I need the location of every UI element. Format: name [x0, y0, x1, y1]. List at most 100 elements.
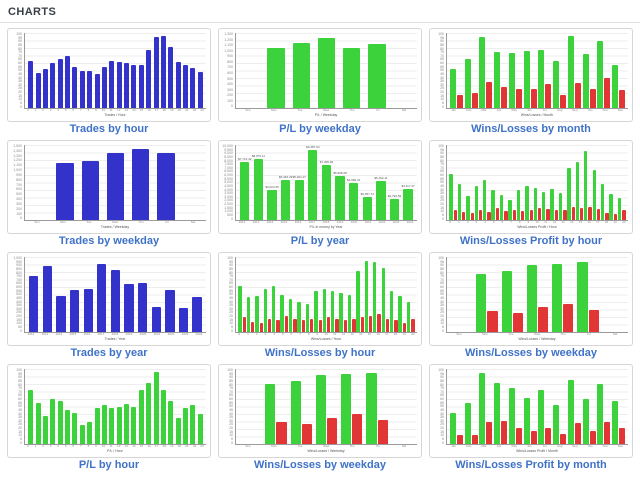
chart-caption: Trades by weekday	[58, 235, 160, 247]
x-axis-labels: 2012 2013 2014 2015 2016 2017 2018 2019 2020 2021…	[24, 333, 206, 337]
profit-bar	[376, 181, 386, 220]
bar-slot	[600, 145, 609, 220]
x-tick-label: 8	[307, 333, 310, 336]
x-tick-label: 21	[185, 445, 189, 448]
y-tick-label: 95	[229, 371, 233, 376]
x-axis-labels: 0 1 2 3 4 5 6 7 8 9 10 11 12 13 14 15 16 17 18 19 20	[446, 221, 628, 225]
y-tick-label: 75	[229, 386, 233, 391]
x-tick-label: 1	[458, 221, 460, 224]
chart-plot-pl-by-hour: 100 95 90 85 80 75 70 65 60 55 50 45 40 35 30 25 20 15 10 5…	[7, 364, 211, 458]
x-tick-label: 23	[200, 109, 204, 112]
loss-bar	[619, 90, 626, 108]
loss-bar	[377, 314, 381, 332]
loss-bar	[613, 214, 618, 220]
y-tick-label: 40	[18, 411, 22, 416]
bar-slot: $3,057.74	[360, 145, 374, 220]
y-tick-label: 70	[440, 165, 444, 170]
bar-slot	[79, 369, 86, 444]
x-tick-label: Feb	[466, 109, 472, 112]
y-tick-label: 90	[440, 263, 444, 268]
chart-plot-winslosses-by-hour: 100 95 90 85 80 75 70 65 60 55 50 45 40 35 30 25 20 15 10 5…	[218, 252, 422, 346]
bar-slot	[263, 257, 272, 332]
loss-bar	[588, 207, 592, 220]
win-bar	[341, 374, 352, 444]
y-tick-label: 1,400	[13, 148, 22, 153]
x-tick-label: Wed	[322, 109, 330, 112]
bar-slot	[364, 257, 373, 332]
loss-bar	[515, 427, 522, 444]
y-tick-label: 50	[440, 180, 444, 185]
y-tick-label: 300	[16, 306, 22, 311]
bar-slot	[617, 145, 626, 220]
x-tick-label: Jul	[542, 109, 547, 112]
chart-plot-pl-by-weekday: 1,300 1,200 1,100 1,000 900 800 700 600 500 400 30…	[218, 28, 422, 122]
y-tick-label: 450	[16, 295, 22, 300]
loss-bar	[604, 78, 611, 108]
x-axis-labels: Sun Mon Tue Wed Thu Fri Sat	[235, 445, 417, 449]
y-tick-label: 95	[18, 35, 22, 40]
y-tick-label: 0	[20, 328, 22, 333]
y-tick-label: 75	[440, 274, 444, 279]
win-bar	[476, 273, 487, 332]
win-bar	[508, 199, 512, 220]
x-tick-label: 2	[42, 445, 44, 448]
win-bar	[609, 193, 613, 220]
x-tick-label: Wed	[322, 445, 330, 448]
profit-bar	[42, 415, 48, 444]
bar-slot: $4,023.35	[265, 145, 279, 220]
x-axis-title: Wins/Losses / Hour	[310, 337, 342, 341]
trades-bar	[168, 46, 174, 108]
bar-slot	[491, 145, 500, 220]
bar-slot	[27, 33, 34, 108]
bar-slot	[457, 145, 466, 220]
bar-slot	[558, 145, 567, 220]
bar-slot	[474, 145, 483, 220]
bar-slot	[101, 33, 108, 108]
chart-caption: Wins/Losses by weekday	[465, 347, 597, 359]
bar-slot	[145, 369, 152, 444]
x-tick-label: 2	[42, 109, 44, 112]
y-tick-label: 30	[18, 418, 22, 423]
x-tick-label: 2016	[83, 333, 91, 336]
y-tick-label: 500	[16, 192, 22, 197]
x-tick-label: 6	[290, 333, 293, 336]
chart-bars	[446, 145, 628, 221]
x-tick-label: 14	[359, 333, 363, 336]
trades-bar	[72, 66, 78, 108]
x-tick-label: 17	[596, 221, 600, 224]
y-axis-labels: 1,300 1,200 1,100 1,000 900 800 700 600 500 400 30…	[221, 32, 235, 109]
y-tick-label: 900	[16, 263, 22, 268]
trades-bar	[138, 283, 148, 332]
bar-slot	[86, 369, 93, 444]
loss-bar	[512, 312, 523, 332]
x-tick-label: 2017	[308, 221, 316, 224]
loss-bar	[501, 87, 508, 108]
loss-bar	[326, 417, 338, 444]
bar-slot	[493, 369, 508, 444]
x-tick-label: 17	[154, 445, 159, 448]
x-tick-label: 2012	[27, 333, 35, 336]
y-tick-label: 35	[229, 303, 233, 308]
y-tick-label: 300	[16, 201, 22, 206]
x-tick-label: 9	[95, 445, 97, 448]
y-tick-label: 85	[18, 378, 22, 383]
trades-bar	[35, 72, 41, 108]
loss-bar	[589, 89, 596, 108]
loss-bar	[563, 303, 574, 332]
bar-slot: $5,908.28	[333, 145, 347, 220]
trades-bar	[29, 275, 39, 332]
bar-slot	[130, 369, 137, 444]
x-tick-label: Tue	[86, 221, 92, 224]
x-tick-label: Sat	[190, 221, 196, 224]
x-tick-label: 2024	[406, 221, 414, 224]
y-tick-label: 500	[227, 212, 233, 217]
y-tick-label: 85	[440, 378, 444, 383]
loss-bar	[456, 435, 463, 444]
bar-slot	[611, 33, 626, 108]
profit-bar	[101, 405, 107, 444]
loss-bar	[501, 420, 508, 444]
bar-slot	[153, 145, 178, 220]
y-tick-label: 250	[16, 310, 22, 315]
y-tick-label: 10,000	[222, 144, 233, 148]
bar-slot	[582, 33, 597, 108]
